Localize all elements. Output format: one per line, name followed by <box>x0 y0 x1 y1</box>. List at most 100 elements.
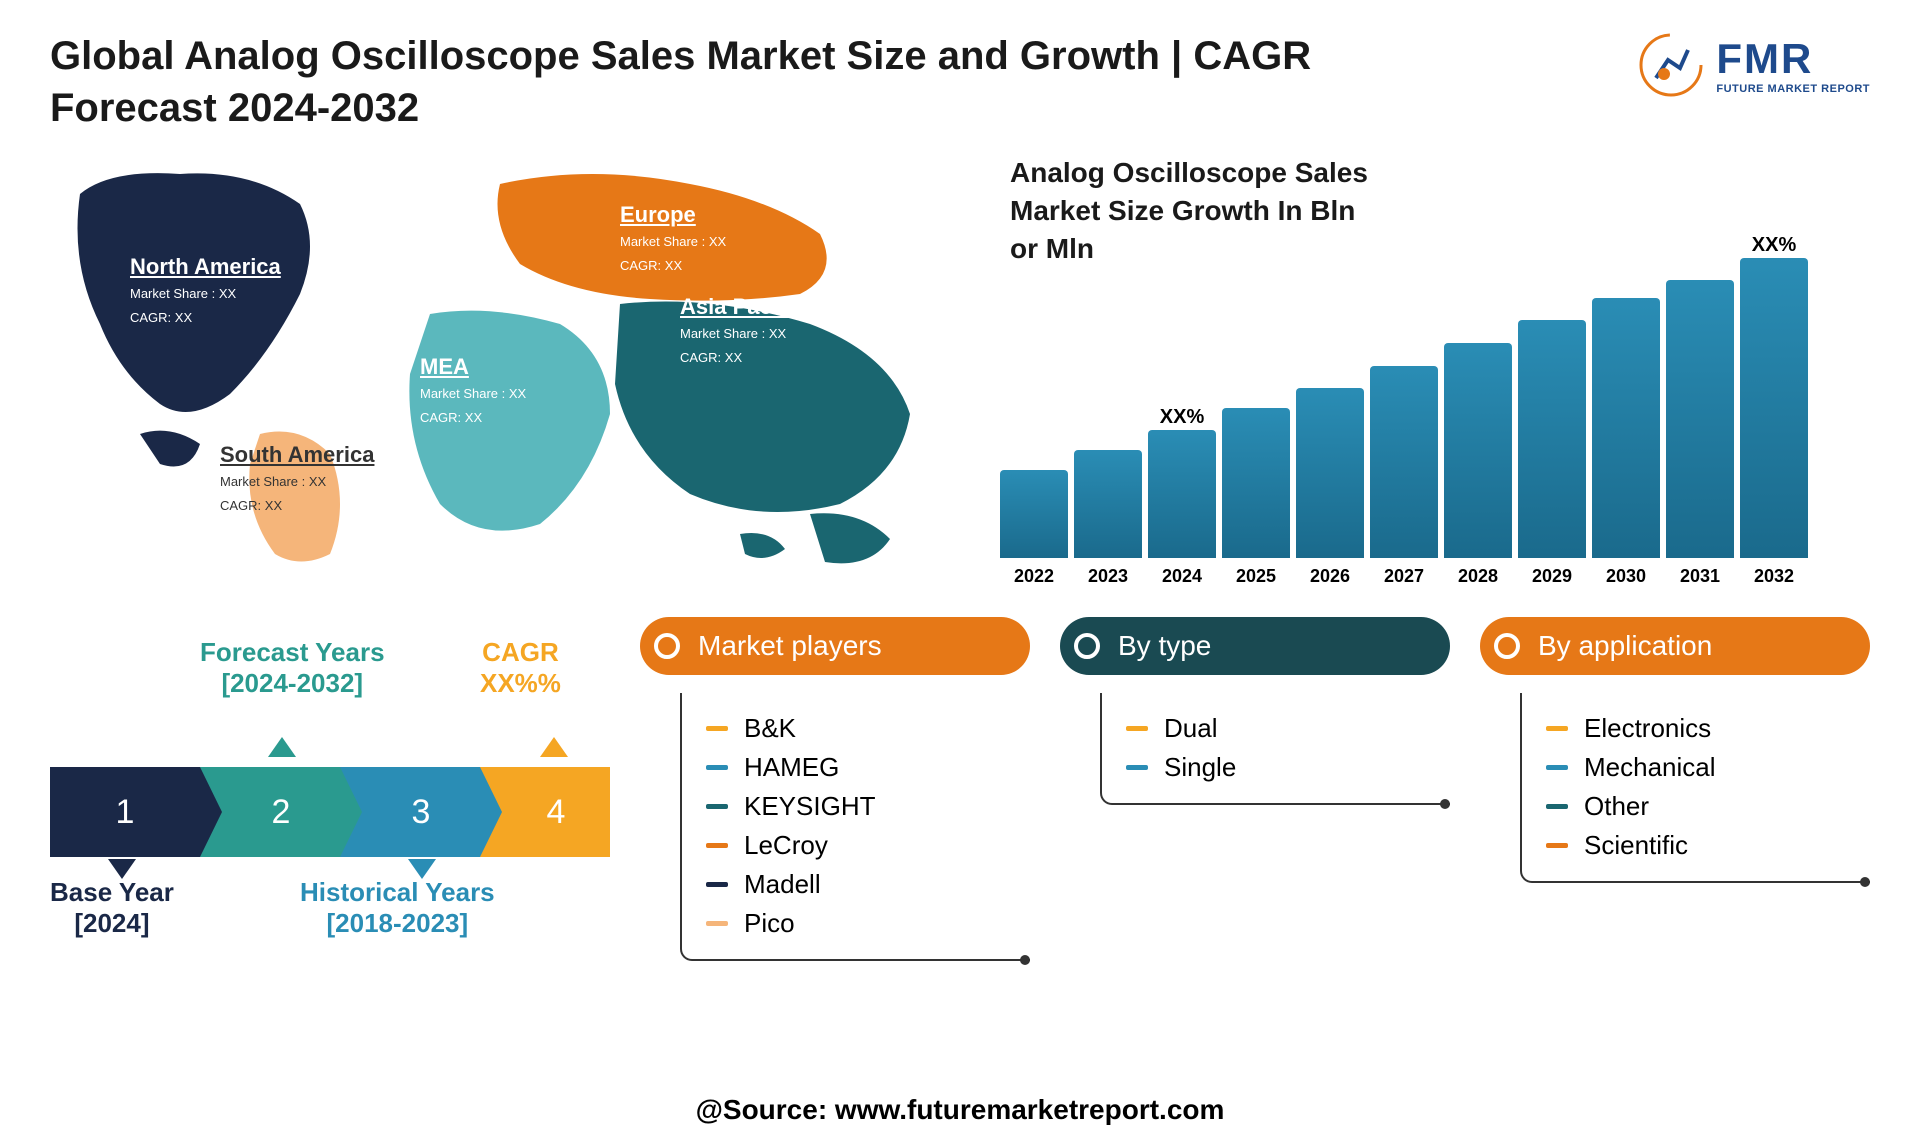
region-north-america: North AmericaMarket Share : XXCAGR: XX <box>130 254 281 327</box>
bar-2030: 2030 <box>1592 298 1660 587</box>
bar-year: 2026 <box>1310 566 1350 587</box>
category-by-application: By application Electronics Mechanical Other… <box>1480 617 1870 967</box>
timeline-label: Base Year[2024] <box>50 877 174 939</box>
bar-year: 2027 <box>1384 566 1424 587</box>
telescope-icon <box>1636 30 1706 100</box>
region-cagr: CAGR: XX <box>420 408 526 428</box>
bar-year: 2031 <box>1680 566 1720 587</box>
header: Global Analog Oscilloscope Sales Market … <box>50 30 1870 134</box>
bullet-icon <box>1546 804 1568 809</box>
category-title: By type <box>1118 630 1211 662</box>
timeline-arrow-icon <box>108 859 136 879</box>
bullet-icon <box>706 921 728 926</box>
category-item: Pico <box>706 908 1030 939</box>
region-share: Market Share : XX <box>620 232 726 252</box>
bullet-icon <box>706 843 728 848</box>
bar-rect <box>1296 388 1364 558</box>
timeline-arrow-icon <box>268 737 296 757</box>
region-name: South America <box>220 442 374 468</box>
category-item: LeCroy <box>706 830 1030 861</box>
bar-chart: Analog Oscilloscope Sales Market Size Gr… <box>990 154 1870 587</box>
bar-rect <box>1222 408 1290 558</box>
category-item: Single <box>1126 752 1450 783</box>
bar-year: 2032 <box>1754 566 1794 587</box>
bars-container: 202220232024XX%2025202620272028202920302… <box>1000 287 1870 587</box>
bar-2031: 2031 <box>1666 280 1734 587</box>
category-item: Dual <box>1126 713 1450 744</box>
category-title: By application <box>1538 630 1712 662</box>
category-item-label: Other <box>1584 791 1649 822</box>
timeline-arrow-icon <box>408 859 436 879</box>
bar-rect <box>1148 430 1216 558</box>
category-item-label: Scientific <box>1584 830 1688 861</box>
category-by-type: By type Dual Single <box>1060 617 1450 967</box>
bar-year: 2024 <box>1162 566 1202 587</box>
category-pill: By type <box>1060 617 1450 675</box>
region-share: Market Share : XX <box>130 284 281 304</box>
region-share: Market Share : XX <box>220 472 374 492</box>
bar-2028: 2028 <box>1444 343 1512 587</box>
category-title: Market players <box>698 630 882 662</box>
region-cagr: CAGR: XX <box>620 256 726 276</box>
logo-main: FMR <box>1716 35 1870 83</box>
category-item-label: Single <box>1164 752 1236 783</box>
bar-year: 2030 <box>1606 566 1646 587</box>
timeline-seg-1: 1 <box>50 767 200 857</box>
bullet-icon <box>1546 843 1568 848</box>
region-name: North America <box>130 254 281 280</box>
bar-year: 2023 <box>1088 566 1128 587</box>
bar-2026: 2026 <box>1296 388 1364 587</box>
timeline-strip: 1234 <box>50 767 610 857</box>
category-item-label: KEYSIGHT <box>744 791 875 822</box>
region-share: Market Share : XX <box>420 384 526 404</box>
category-item-label: Mechanical <box>1584 752 1716 783</box>
region-name: Europe <box>620 202 726 228</box>
category-pill: By application <box>1480 617 1870 675</box>
category-pill: Market players <box>640 617 1030 675</box>
bar-2022: 2022 <box>1000 470 1068 587</box>
region-cagr: CAGR: XX <box>220 496 374 516</box>
bar-year: 2029 <box>1532 566 1572 587</box>
bullet-icon <box>706 804 728 809</box>
bullet-icon <box>1546 726 1568 731</box>
bottom-row: 1234Base Year[2024]Forecast Years[2024-2… <box>50 617 1870 967</box>
timeline-arrow-icon <box>540 737 568 757</box>
category-item-label: B&K <box>744 713 796 744</box>
region-name: MEA <box>420 354 526 380</box>
bar-2023: 2023 <box>1074 450 1142 587</box>
bar-rect <box>1666 280 1734 558</box>
category-item: Other <box>1546 791 1870 822</box>
region-europe: Europe Market Share : XX CAGR: XX <box>620 202 726 275</box>
bullet-icon <box>1126 765 1148 770</box>
bar-year: 2028 <box>1458 566 1498 587</box>
category-item-label: LeCroy <box>744 830 828 861</box>
category-item: Scientific <box>1546 830 1870 861</box>
category-item: Mechanical <box>1546 752 1870 783</box>
bullet-icon <box>706 726 728 731</box>
chart-title: Analog Oscilloscope Sales Market Size Gr… <box>1010 154 1390 267</box>
region-asia-pacific: Asia PacificMarket Share : XXCAGR: XX <box>680 294 804 367</box>
category-item-label: Madell <box>744 869 821 900</box>
bar-tag: XX% <box>1160 406 1204 429</box>
bar-tag: XX% <box>1752 234 1796 257</box>
timeline-label: Historical Years[2018-2023] <box>300 877 495 939</box>
bullet-icon <box>706 765 728 770</box>
bar-rect <box>1000 470 1068 558</box>
bar-year: 2025 <box>1236 566 1276 587</box>
region-name: Asia Pacific <box>680 294 804 320</box>
category-bracket: Electronics Mechanical Other Scientific <box>1520 693 1870 883</box>
bar-2032: 2032XX% <box>1740 258 1808 587</box>
category-item: KEYSIGHT <box>706 791 1030 822</box>
bar-rect <box>1592 298 1660 558</box>
source-text: @Source: www.futuremarketreport.com <box>696 1094 1225 1126</box>
category-item-label: Electronics <box>1584 713 1711 744</box>
category-market-players: Market playersB&KHAMEGKEYSIGHTLeCroyMade… <box>640 617 1030 967</box>
bar-year: 2022 <box>1014 566 1054 587</box>
bar-2025: 2025 <box>1222 408 1290 587</box>
region-cagr: CAGR: XX <box>680 348 804 368</box>
bar-rect <box>1518 320 1586 558</box>
main-row: North America Market Share : XX CAGR: XX So… <box>50 154 1870 587</box>
category-item-label: Pico <box>744 908 795 939</box>
categories: Market playersB&KHAMEGKEYSIGHTLeCroyMade… <box>640 617 1870 967</box>
bar-2024: 2024XX% <box>1148 430 1216 587</box>
